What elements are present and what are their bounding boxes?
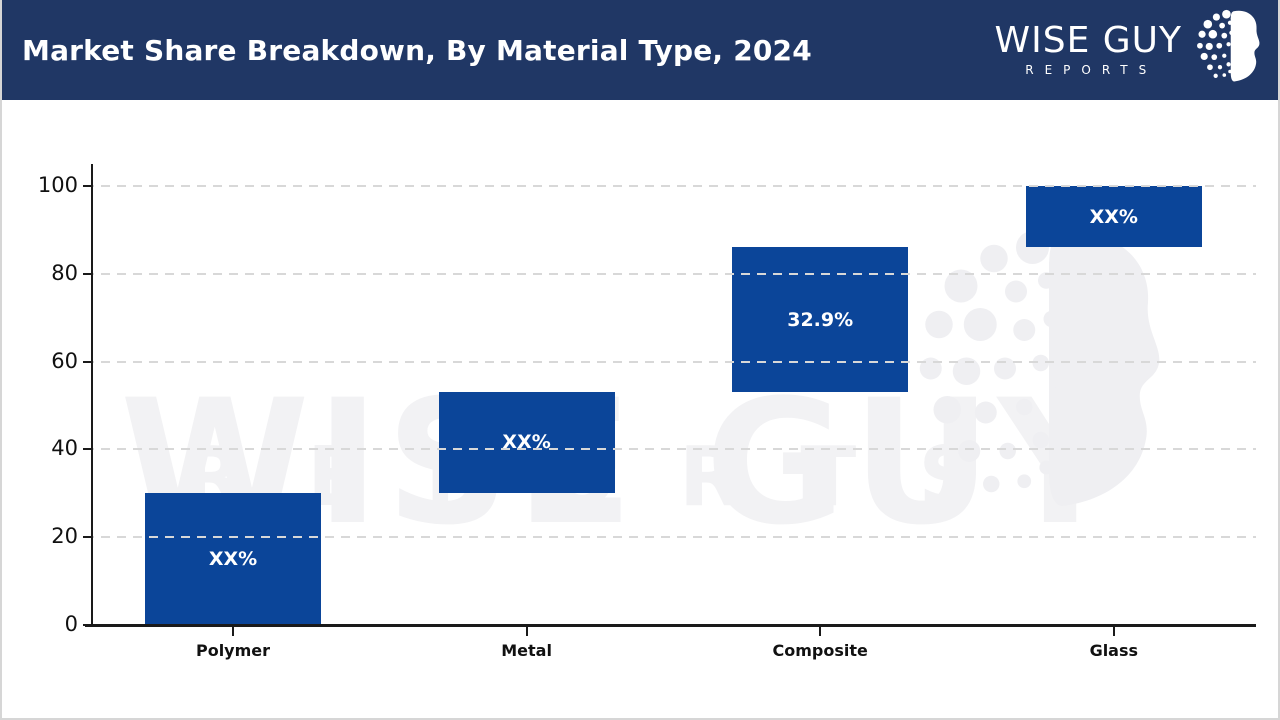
x-tick-composite [819, 627, 822, 636]
bar-glass: XX% [1025, 186, 1202, 248]
y-tick-label-40: 40 [51, 436, 78, 461]
gridline-20 [85, 536, 1256, 539]
y-tick-100 [83, 185, 92, 187]
category-label-composite: Composite [772, 641, 868, 660]
y-tick-20 [83, 536, 92, 539]
gridline-60 [85, 360, 1256, 363]
x-tick-glass [1112, 627, 1115, 636]
y-axis-spine [91, 164, 93, 627]
header-bar: Market Share Breakdown, By Material Type… [2, 0, 1278, 100]
bar-composite: 32.9% [732, 247, 909, 392]
x-axis-spine [85, 624, 1256, 627]
category-label-glass: Glass [1089, 641, 1139, 660]
bar-value-label-metal: XX% [502, 431, 551, 454]
gridline-100 [85, 185, 1256, 187]
y-tick-40 [83, 448, 92, 451]
y-tick-label-80: 80 [51, 260, 78, 285]
bar-value-label-composite: 32.9% [787, 308, 854, 331]
bar-value-label-polymer: XX% [208, 547, 258, 570]
y-tick-label-60: 60 [51, 348, 78, 373]
y-tick-label-20: 20 [51, 524, 78, 549]
y-tick-60 [83, 360, 92, 363]
dotted-face-icon [1197, 9, 1260, 82]
brand-name: WISE GUY [994, 20, 1182, 61]
bar-polymer: XX% [145, 492, 321, 625]
category-label-polymer: Polymer [195, 641, 271, 660]
x-tick-metal [525, 627, 528, 636]
category-label-metal: Metal [501, 641, 552, 660]
brand-logo-text: WISE GUY REPORTS [994, 20, 1183, 78]
bar-metal: XX% [438, 391, 615, 493]
y-tick-label-0: 0 [64, 612, 78, 636]
gridline-80 [85, 272, 1256, 275]
y-tick-80 [83, 272, 92, 275]
brand-subtitle: REPORTS [1025, 63, 1158, 77]
chart-title: Market Share Breakdown, By Material Type… [22, 33, 812, 67]
x-tick-polymer [232, 627, 234, 636]
bar-value-label-glass: XX% [1089, 205, 1138, 228]
brand-logo: WISE GUY REPORTS [995, 7, 1265, 93]
chart-area: WISE GUY REPORTS 020406080100XX%PolymerX… [2, 100, 1280, 718]
y-tick-label-100: 100 [37, 173, 78, 197]
gridline-40 [85, 448, 1256, 451]
watermark-face-icon [919, 231, 1160, 507]
